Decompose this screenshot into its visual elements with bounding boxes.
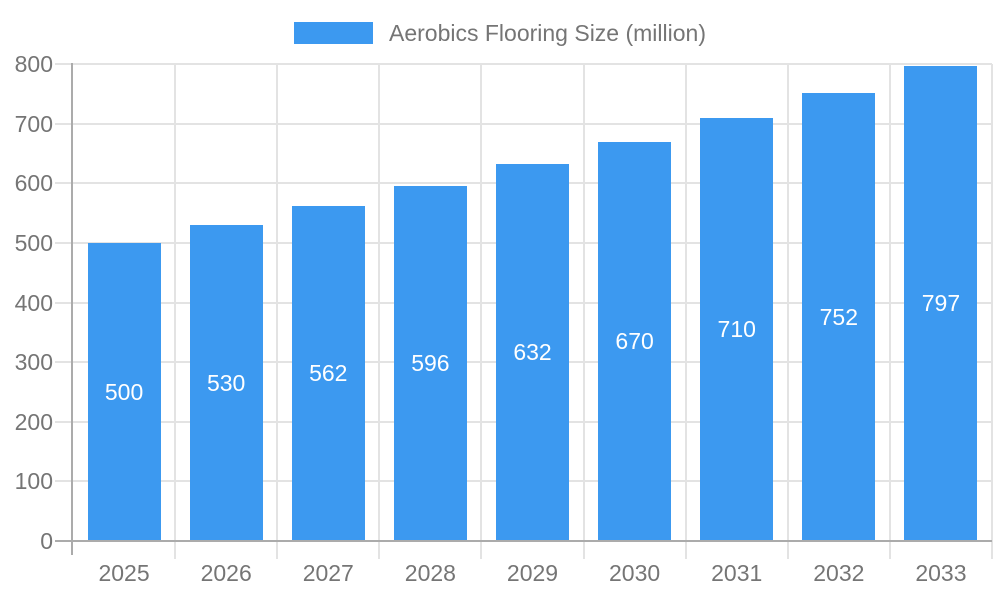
x-axis-tick-label: 2027 bbox=[302, 560, 354, 586]
bar-2029[interactable]: 632 bbox=[496, 164, 569, 541]
y-axis-tick-label: 100 bbox=[14, 468, 53, 495]
y-axis-tick-label: 300 bbox=[14, 349, 53, 376]
plot-area: 0 100 200 300 400 500 600 700 800 500 2025 530 2026 5… bbox=[15, 52, 993, 585]
y-axis-tick-label: 500 bbox=[14, 229, 53, 256]
x-axis-tick-label: 2026 bbox=[200, 560, 252, 586]
bar-value-label: 710 bbox=[717, 316, 756, 342]
y-axis-line bbox=[71, 63, 73, 555]
x-axis-tick-label: 2032 bbox=[813, 560, 865, 586]
legend-label: Aerobics Flooring Size (million) bbox=[389, 19, 706, 46]
h-gridline bbox=[55, 63, 992, 65]
bar-value-label: 596 bbox=[411, 350, 450, 376]
x-axis-tick-mark bbox=[174, 541, 176, 559]
bar-2028[interactable]: 596 bbox=[393, 186, 467, 541]
v-gridline bbox=[991, 64, 993, 541]
y-axis-tick-label: 400 bbox=[14, 289, 53, 316]
x-axis-tick-label: 2028 bbox=[404, 560, 456, 586]
bar-2026[interactable]: 530 bbox=[189, 225, 263, 541]
y-axis-tick-label: 800 bbox=[14, 51, 53, 77]
x-axis-tick-label: 2030 bbox=[609, 560, 661, 586]
y-axis-tick-label: 700 bbox=[14, 110, 53, 137]
bar-2025[interactable]: 500 bbox=[87, 243, 161, 541]
bar-value-label: 500 bbox=[104, 378, 144, 405]
v-gridline bbox=[787, 64, 789, 541]
v-gridline bbox=[685, 64, 687, 541]
x-axis-tick-mark bbox=[787, 541, 789, 559]
bar-value-label: 670 bbox=[615, 328, 654, 354]
y-axis-tick-label: 600 bbox=[14, 170, 53, 197]
x-axis-line bbox=[55, 540, 992, 542]
bar-value-label: 632 bbox=[513, 339, 552, 365]
bar-value-label: 752 bbox=[819, 303, 859, 330]
y-axis-tick-label: 200 bbox=[14, 408, 53, 435]
x-axis-tick-label: 2033 bbox=[915, 560, 967, 586]
v-gridline bbox=[276, 64, 278, 541]
bar-2031[interactable]: 710 bbox=[700, 118, 774, 541]
x-axis-tick-mark bbox=[685, 541, 687, 559]
x-axis-tick-mark bbox=[378, 541, 380, 559]
x-axis-tick-mark bbox=[583, 541, 585, 559]
bar-2033[interactable]: 797 bbox=[904, 66, 978, 541]
v-gridline bbox=[889, 64, 891, 541]
bar-2030[interactable]: 670 bbox=[598, 142, 672, 541]
x-axis-tick-mark bbox=[991, 541, 993, 559]
v-gridline bbox=[378, 64, 380, 541]
bar-value-label: 530 bbox=[206, 369, 246, 396]
bar-2032[interactable]: 752 bbox=[802, 93, 876, 541]
bar-2027[interactable]: 562 bbox=[291, 206, 365, 541]
x-axis-tick-mark bbox=[276, 541, 278, 559]
bar-value-label: 562 bbox=[309, 360, 348, 386]
v-gridline bbox=[583, 64, 585, 541]
h-gridline bbox=[55, 122, 992, 125]
x-axis-tick-mark bbox=[480, 541, 482, 559]
legend[interactable]: Aerobics Flooring Size (million) bbox=[0, 19, 1000, 46]
x-axis-tick-mark bbox=[889, 541, 891, 559]
x-axis-tick-label: 2025 bbox=[98, 560, 150, 586]
y-axis-tick-label: 0 bbox=[40, 528, 53, 554]
x-axis-tick-label: 2029 bbox=[506, 560, 559, 586]
x-axis-tick-label: 2031 bbox=[711, 560, 763, 586]
v-gridline bbox=[480, 64, 482, 541]
bar-value-label: 797 bbox=[921, 290, 961, 316]
v-gridline bbox=[174, 64, 176, 541]
legend-swatch-icon bbox=[294, 22, 373, 44]
